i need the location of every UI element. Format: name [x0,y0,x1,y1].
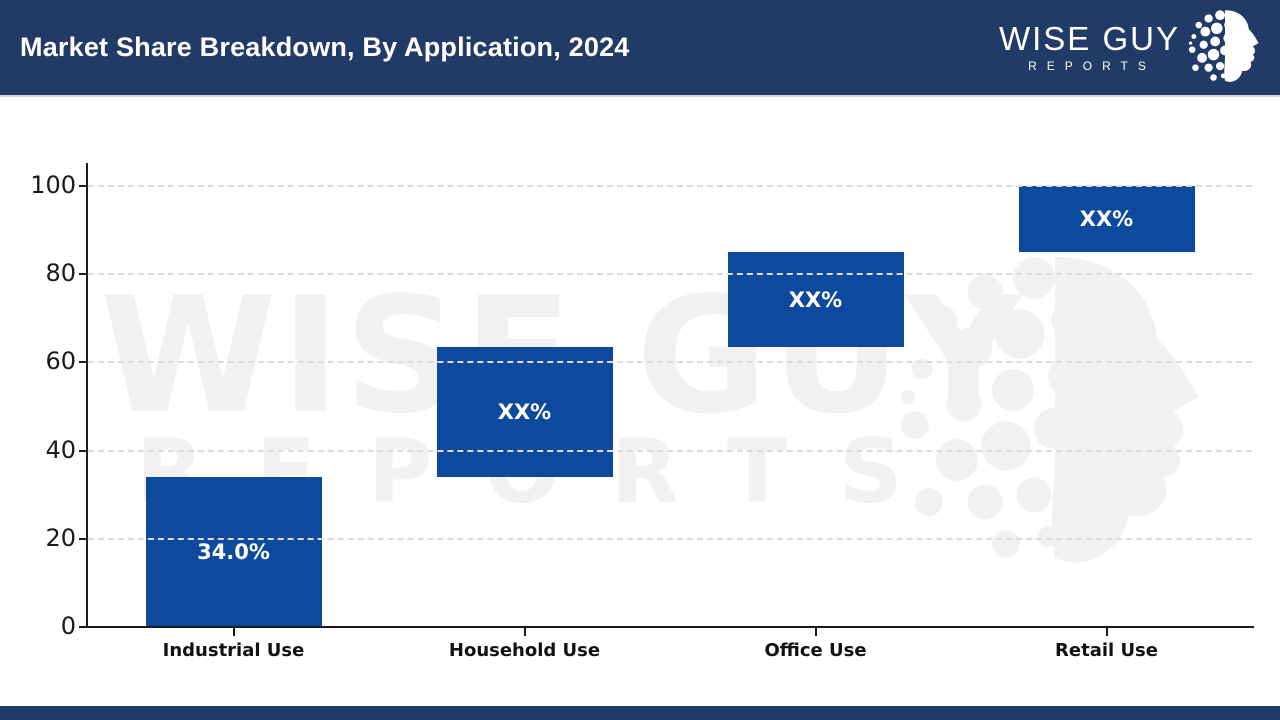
y-axis-spine [86,163,88,628]
gridline-80 [88,273,1252,276]
x-tick-mark [814,628,817,636]
logo-subtext: REPORTS [1028,58,1156,73]
x-tick-label: Industrial Use [162,640,305,661]
x-tick-label: Retail Use [1055,640,1158,661]
x-tick-mark [523,628,526,636]
x-tick-mark [1105,628,1108,636]
gridline-20 [88,537,1252,540]
x-tick-label: Household Use [448,640,601,661]
y-tick-label: 40 [45,435,76,464]
watermark-head-silhouette-icon [901,257,1199,563]
gridline-100 [88,185,1252,187]
x-tick-label: Office Use [764,640,867,661]
y-tick-label: 0 [60,612,76,640]
wiseguy-logo: WISE GUY REPORTS [999,7,1280,89]
y-tick-label: 100 [30,171,76,199]
plot-area: 34.0% Industrial Use XX% Household Use XX% Of… [0,97,1280,706]
bar-value-label: XX% [497,400,552,424]
logo-wordmark: WISE GUY [998,20,1180,58]
header-bar: Market Share Breakdown, By Application, … [0,0,1280,97]
bar-office-use: XX% [727,252,904,347]
y-tick-mark [79,537,87,540]
logo-text: WISE GUY REPORTS [999,22,1180,73]
bar-value-label: XX% [788,287,843,312]
y-tick-mark [79,361,87,364]
gridline-40 [88,449,1252,452]
bar-retail-use: XX% [1018,186,1195,253]
y-tick-label: 20 [45,523,76,552]
head-silhouette-icon [1188,9,1259,82]
bar-household-use: XX% [436,346,613,478]
chart-title: Market Share Breakdown, By Application, … [20,32,630,62]
gridline-60 [88,361,1252,364]
bar-value-label: 34.0% [197,540,270,565]
y-tick-mark [79,185,87,187]
y-tick-mark [79,626,87,628]
x-tick-mark [232,628,235,636]
footer-bar [0,706,1280,720]
y-tick-label: 80 [45,259,76,288]
y-tick-mark [79,273,87,276]
y-tick-mark [79,449,87,452]
bar-industrial-use: 34.0% [145,477,322,627]
x-axis-spine [86,626,1254,628]
y-tick-label: 60 [45,347,76,376]
bar-value-label: XX% [1079,207,1134,232]
